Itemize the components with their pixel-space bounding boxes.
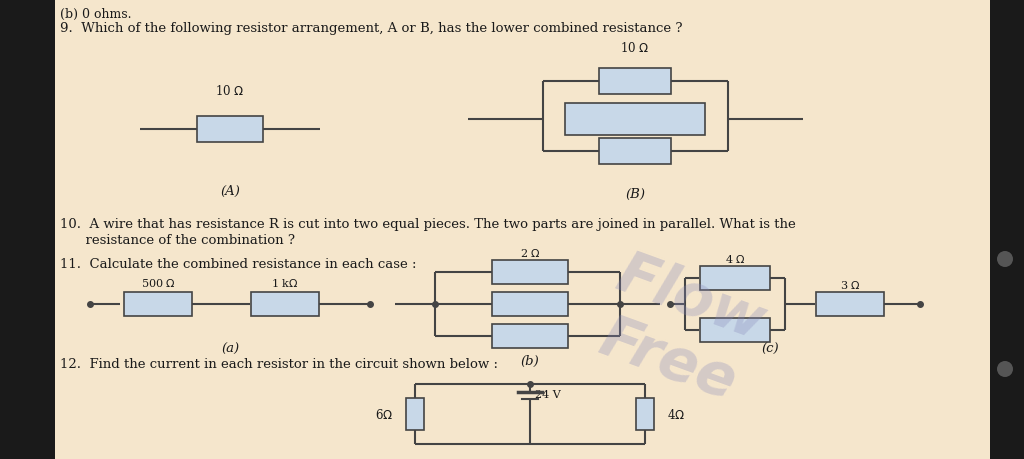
Text: 10.  A wire that has resistance R is cut into two equal pieces. The two parts ar: 10. A wire that has resistance R is cut …: [60, 218, 796, 230]
Text: 10 $\Omega$: 10 $\Omega$: [621, 41, 649, 55]
Bar: [124, 292, 193, 316]
Text: Flow
Free: Flow Free: [587, 246, 773, 413]
Bar: [599, 139, 671, 165]
Text: 4$\Omega$: 4$\Omega$: [667, 407, 685, 421]
Circle shape: [997, 361, 1013, 377]
Text: 4 $\Omega$: 4 $\Omega$: [725, 325, 745, 336]
Text: (B): (B): [625, 188, 645, 201]
Text: 11.  Calculate the combined resistance in each case :: 11. Calculate the combined resistance in…: [60, 257, 417, 270]
Bar: [990, 0, 1024, 459]
Text: 4 $\Omega$: 4 $\Omega$: [725, 252, 745, 264]
Bar: [816, 292, 884, 316]
Bar: [492, 292, 568, 316]
Bar: [406, 398, 424, 430]
Text: 1000 $\Omega$: 1000 $\Omega$: [613, 113, 657, 127]
Text: 1 k$\Omega$: 1 k$\Omega$: [271, 276, 299, 288]
Text: (c): (c): [761, 342, 779, 355]
Bar: [599, 69, 671, 95]
Bar: [700, 266, 770, 291]
Text: 500 $\Omega$: 500 $\Omega$: [140, 276, 175, 288]
Bar: [700, 318, 770, 342]
Text: (b): (b): [520, 354, 540, 367]
Bar: [197, 117, 263, 143]
Text: 3 $\Omega$: 3 $\Omega$: [840, 279, 860, 291]
Text: resistance of the combination ?: resistance of the combination ?: [60, 234, 295, 246]
Text: 2 $\Omega$: 2 $\Omega$: [520, 298, 541, 310]
Circle shape: [997, 252, 1013, 268]
Bar: [492, 325, 568, 348]
Text: 2 $\Omega$: 2 $\Omega$: [520, 246, 541, 258]
Bar: [492, 260, 568, 285]
Bar: [251, 292, 319, 316]
Text: (a): (a): [221, 342, 239, 355]
Text: 24 V: 24 V: [535, 389, 561, 399]
Text: (A): (A): [220, 185, 240, 197]
Text: (b) 0 ohms.: (b) 0 ohms.: [60, 8, 131, 21]
Bar: [636, 398, 654, 430]
Text: 9.  Which of the following resistor arrangement, A or B, has the lower combined : 9. Which of the following resistor arran…: [60, 22, 683, 35]
Text: 12.  Find the current in each resistor in the circuit shown below :: 12. Find the current in each resistor in…: [60, 357, 498, 370]
Bar: [0, 0, 55, 459]
Bar: [565, 104, 705, 136]
Text: 6$\Omega$: 6$\Omega$: [375, 407, 393, 421]
Text: 10 $\Omega$: 10 $\Omega$: [215, 84, 245, 98]
